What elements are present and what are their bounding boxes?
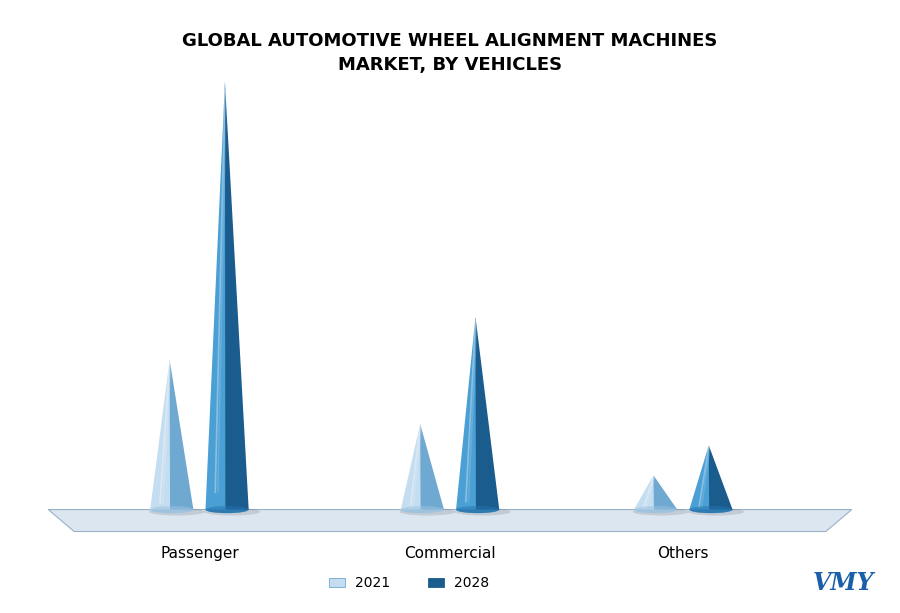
Ellipse shape [150,506,194,513]
Ellipse shape [454,508,511,516]
Ellipse shape [634,506,677,513]
Polygon shape [634,475,657,509]
Ellipse shape [204,508,260,516]
Ellipse shape [634,506,677,513]
Text: 2021: 2021 [355,576,390,590]
Polygon shape [400,424,424,509]
Ellipse shape [689,506,733,513]
Polygon shape [475,317,500,509]
Ellipse shape [400,506,444,513]
Text: Commercial: Commercial [404,546,496,561]
Ellipse shape [688,508,744,516]
Ellipse shape [148,508,205,516]
Polygon shape [225,82,248,509]
Ellipse shape [205,506,248,513]
Polygon shape [205,82,229,509]
Text: VMY: VMY [813,571,874,595]
Bar [428,577,444,587]
Polygon shape [456,317,480,509]
Ellipse shape [400,506,444,513]
Ellipse shape [205,506,248,513]
Polygon shape [420,424,444,509]
Polygon shape [689,445,713,509]
Ellipse shape [150,506,194,513]
Text: 2028: 2028 [454,576,490,590]
Bar [329,577,345,587]
Text: Passenger: Passenger [160,546,238,561]
Polygon shape [653,475,677,509]
Ellipse shape [689,506,733,513]
Text: GLOBAL AUTOMOTIVE WHEEL ALIGNMENT MACHINES
MARKET, BY VEHICLES: GLOBAL AUTOMOTIVE WHEEL ALIGNMENT MACHIN… [183,32,717,74]
Polygon shape [150,360,174,509]
Ellipse shape [456,506,500,513]
Ellipse shape [633,508,688,516]
Polygon shape [709,445,733,509]
Polygon shape [169,360,194,509]
Ellipse shape [456,506,500,513]
Polygon shape [49,509,851,531]
Text: Others: Others [658,546,709,561]
Ellipse shape [400,508,455,516]
